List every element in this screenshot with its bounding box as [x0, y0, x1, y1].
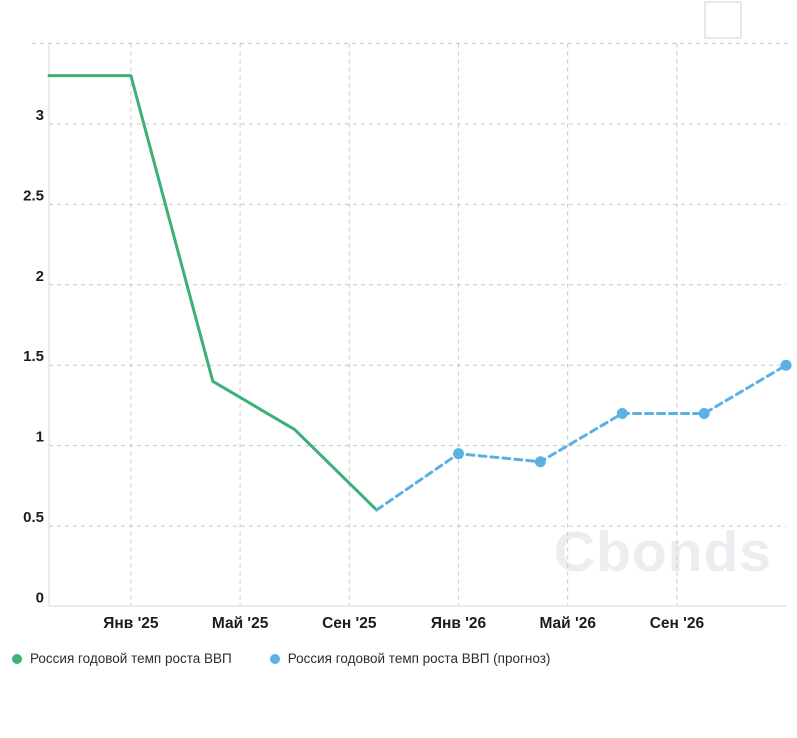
legend-label-actual: Россия годовой темп роста ВВП — [30, 651, 232, 666]
y-tick-label: 2.5 — [23, 187, 44, 204]
x-tick-label: Янв '26 — [431, 615, 487, 632]
export-menu-button[interactable] — [704, 1, 742, 39]
cbonds-watermark: Cbonds — [554, 520, 772, 584]
gdp-line-chart[interactable]: Cbonds 0 0.5 1 1.5 2 2.5 3 Янв '25 Май '25 Сен '25… — [0, 0, 797, 645]
y-tick-label: 0 — [36, 590, 44, 607]
legend-label-forecast: Россия годовой темп роста ВВП (прогноз) — [287, 651, 551, 666]
x-tick-label: Сен '25 — [322, 615, 377, 632]
y-tick-label: 3 — [36, 107, 44, 124]
data-point-marker[interactable] — [698, 407, 710, 419]
series-line-forecast — [375, 363, 788, 512]
x-tick-label: Май '25 — [212, 615, 269, 632]
legend-item-actual[interactable]: Россия годовой темп роста ВВП — [12, 652, 232, 666]
legend-item-forecast[interactable]: Россия годовой темп роста ВВП (прогноз) — [269, 651, 551, 666]
y-tick-label: 1 — [36, 429, 44, 446]
x-tick-label: Май '26 — [539, 615, 596, 632]
data-point-marker[interactable] — [616, 407, 628, 419]
data-point-marker[interactable] — [453, 448, 464, 460]
data-point-marker[interactable] — [534, 456, 546, 468]
data-point-marker[interactable] — [780, 359, 792, 371]
y-tick-label: 0.5 — [23, 509, 44, 526]
series-line-actual — [47, 74, 379, 512]
legend-marker-actual-icon — [12, 653, 22, 664]
y-tick-label: 2 — [36, 268, 44, 285]
y-tick-label: 1.5 — [23, 348, 44, 365]
legend-marker-forecast-icon — [269, 653, 280, 664]
x-tick-label: Янв '25 — [103, 615, 159, 632]
chart-legend: Россия годовой темп роста ВВП Россия год… — [12, 652, 550, 666]
x-tick-label: Сен '26 — [650, 615, 705, 632]
